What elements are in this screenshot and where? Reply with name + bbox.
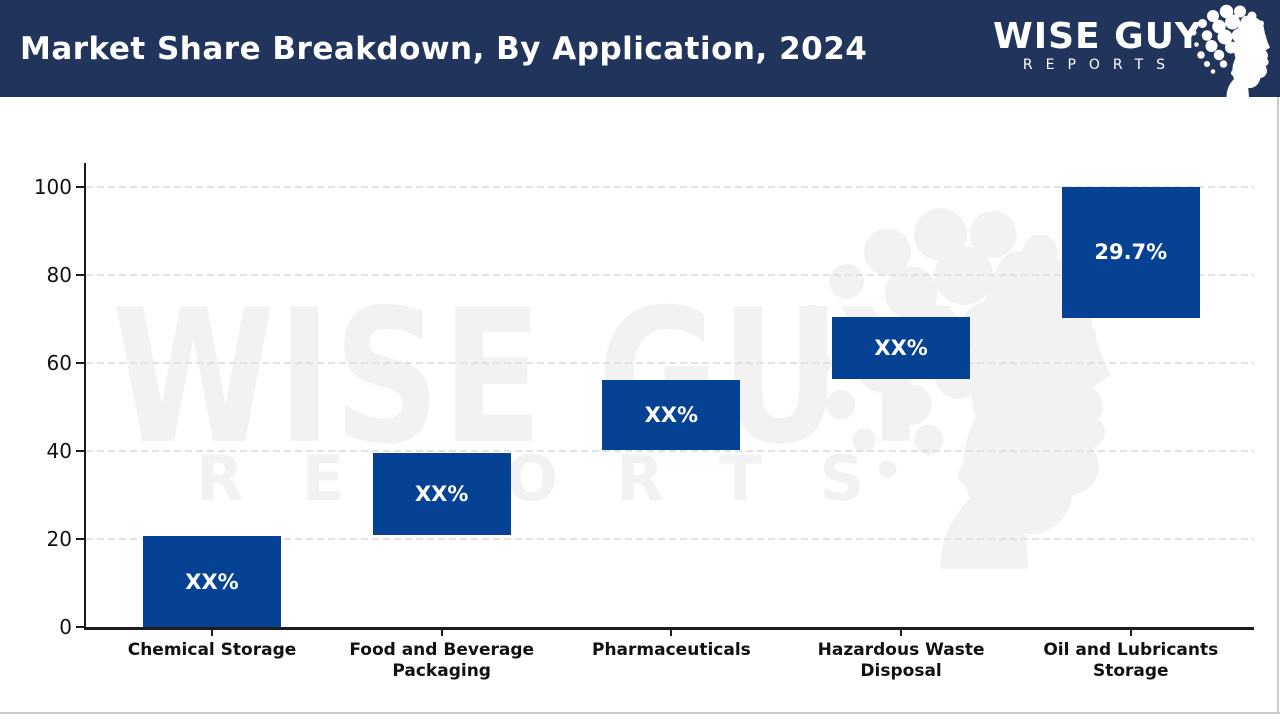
x-tick-mark [1129, 627, 1132, 636]
gridline-80 [86, 274, 1254, 276]
x-tick-mark [900, 627, 903, 636]
chart-area: WISE GUY REPORTS 0 20 40 60 80 100 XX% XX% XX% X… [0, 97, 1280, 720]
y-tick-label-0: 0 [59, 615, 72, 639]
x-axis-spine [84, 627, 1254, 630]
bar-value-label: 29.7% [1094, 240, 1168, 265]
y-axis-spine [84, 163, 86, 629]
y-tick-mark-60 [76, 362, 84, 364]
x-category-label: Chemical Storage [127, 640, 297, 660]
y-tick-label-20: 20 [46, 527, 72, 551]
x-tick-mark [670, 627, 673, 636]
wiseguy-logo-sub: REPORTS [1022, 57, 1179, 73]
bar-value-label: XX% [414, 481, 469, 506]
gridline-40 [86, 450, 1254, 452]
wiseguy-logo-face-icon [1186, 4, 1276, 97]
y-tick-mark-100 [76, 186, 84, 188]
x-category-label: Pharmaceuticals [592, 640, 751, 660]
bar-segment: 29.7% [1061, 187, 1200, 318]
bar-value-label: XX% [874, 335, 928, 360]
header-bar: Market Share Breakdown, By Application, … [0, 0, 1280, 97]
y-tick-label-100: 100 [33, 175, 72, 199]
x-category-label: Hazardous Waste Disposal [817, 640, 985, 681]
y-tick-label-80: 80 [46, 263, 72, 287]
bar-segment: XX% [832, 316, 971, 379]
x-category-label: Food and Beverage Packaging [349, 640, 535, 681]
y-tick-mark-40 [76, 450, 84, 452]
chart-title: Market Share Breakdown, By Application, … [20, 30, 868, 67]
x-tick-mark [211, 627, 213, 636]
x-category-label: Oil and Lubricants Storage [1043, 640, 1219, 681]
bar-segment: XX% [602, 380, 741, 451]
bar-segment: XX% [143, 536, 281, 627]
x-tick-mark [440, 627, 443, 636]
y-tick-label-60: 60 [46, 351, 72, 375]
wiseguy-logo: WISE GUY REPORTS [993, 0, 1276, 97]
y-tick-mark-0 [76, 626, 84, 628]
wiseguy-logo-text: WISE GUY REPORTS [992, 16, 1202, 74]
bar-value-label: XX% [185, 569, 239, 594]
gridline-20 [86, 538, 1254, 540]
y-tick-mark-80 [76, 274, 84, 276]
wiseguy-logo-name: WISE GUY [992, 16, 1202, 57]
bar-value-label: XX% [644, 403, 699, 428]
gridline-100 [86, 186, 1254, 188]
y-tick-label-40: 40 [46, 439, 72, 463]
y-tick-mark-20 [76, 538, 84, 540]
watermark-reports-text: REPORTS [196, 442, 923, 515]
frame-bottom-border [0, 712, 1280, 714]
frame-right-border [1277, 97, 1279, 714]
bar-segment: XX% [372, 452, 511, 536]
gridline-60 [86, 362, 1254, 364]
